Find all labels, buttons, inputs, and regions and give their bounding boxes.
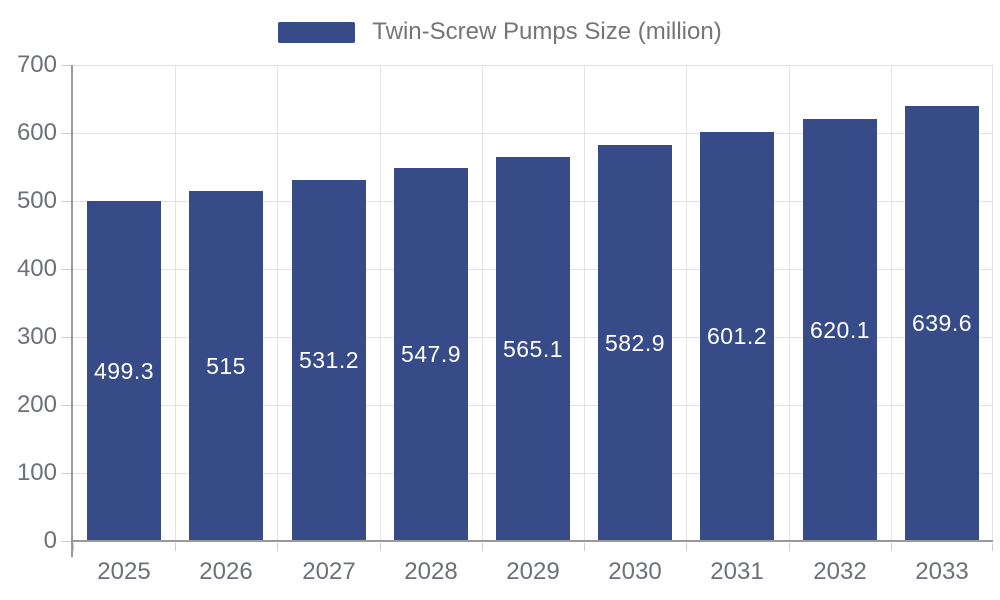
plot-area: 0 100 200 300 400 500 600 700 499.3 515 531.2 547.9… <box>17 51 993 585</box>
y-tick-label: 200 <box>16 391 57 418</box>
bar-2026[interactable]: 515 <box>189 191 263 541</box>
bar-value-label: 601.2 <box>706 323 768 349</box>
y-axis-tick <box>61 473 72 474</box>
x-tick-label: 2030 <box>608 558 662 585</box>
x-axis-tick <box>686 543 687 551</box>
gridline-vertical <box>584 65 585 541</box>
bar-2025[interactable]: 499.3 <box>87 201 161 541</box>
y-tick-label: 700 <box>16 51 57 78</box>
bar-2031[interactable]: 601.2 <box>700 132 774 541</box>
y-axis-tick <box>61 541 72 542</box>
y-axis-tick <box>61 269 72 270</box>
x-axis-tick <box>789 543 790 551</box>
x-axis-tick <box>175 543 176 551</box>
gridline-vertical <box>482 65 483 541</box>
x-tick-label: 2027 <box>302 558 356 585</box>
y-axis-tick <box>61 337 72 338</box>
bar-2029[interactable]: 565.1 <box>496 157 570 541</box>
bar-2033[interactable]: 639.6 <box>905 106 979 541</box>
x-tick-label: 2026 <box>199 558 253 585</box>
legend-swatch[interactable] <box>278 21 356 43</box>
bar-value-label: 547.9 <box>400 341 462 367</box>
bar-2030[interactable]: 582.9 <box>598 145 672 541</box>
y-axis-tick <box>61 201 72 202</box>
x-tick-label: 2028 <box>404 558 458 585</box>
bar-2028[interactable]: 547.9 <box>394 168 468 541</box>
gridline-vertical <box>686 65 687 541</box>
bar-value-label: 620.1 <box>809 316 871 343</box>
gridline-vertical <box>277 65 278 541</box>
y-tick-label: 500 <box>16 187 57 214</box>
x-axis-tick <box>584 543 585 551</box>
y-axis-tick <box>61 405 72 406</box>
y-tick-label: 100 <box>16 459 57 486</box>
gridline-vertical <box>789 65 790 541</box>
x-tick-label: 2032 <box>813 558 867 585</box>
x-axis-tick <box>277 543 278 551</box>
legend: Twin-Screw Pumps Size (million) <box>0 18 1000 46</box>
gridline-vertical <box>175 65 176 541</box>
x-tick-label: 2029 <box>506 558 560 585</box>
bar-2027[interactable]: 531.2 <box>292 180 366 541</box>
gridline-vertical <box>992 65 993 541</box>
y-tick-label: 600 <box>16 119 57 146</box>
bar-2032[interactable]: 620.1 <box>803 119 877 541</box>
gridline-horizontal <box>73 65 993 66</box>
y-axis-line <box>71 65 73 557</box>
gridline-vertical <box>380 65 381 541</box>
bar-value-label: 515 <box>206 352 246 379</box>
y-tick-label: 400 <box>16 255 57 282</box>
y-axis-tick <box>61 65 72 66</box>
x-tick-label: 2031 <box>710 558 764 585</box>
x-axis-tick <box>73 543 74 551</box>
y-tick-label: 0 <box>43 527 57 554</box>
x-axis-line <box>71 540 993 542</box>
x-tick-label: 2033 <box>915 558 969 585</box>
bar-value-label: 499.3 <box>93 357 155 384</box>
x-axis-tick <box>992 543 993 551</box>
y-axis-tick <box>61 133 72 134</box>
bar-value-label: 531.2 <box>298 347 360 373</box>
y-tick-label: 300 <box>16 323 57 350</box>
bar-value-label: 565.1 <box>502 335 564 362</box>
bar-value-label: 639.6 <box>911 310 973 336</box>
bar-value-label: 582.9 <box>604 329 666 356</box>
gridline-horizontal <box>73 133 993 134</box>
x-axis-tick <box>482 543 483 551</box>
x-tick-label: 2025 <box>97 558 151 585</box>
x-axis-tick <box>891 543 892 551</box>
gridline-vertical <box>891 65 892 541</box>
legend-label[interactable]: Twin-Screw Pumps Size (million) <box>372 18 722 45</box>
x-axis-tick <box>380 543 381 551</box>
